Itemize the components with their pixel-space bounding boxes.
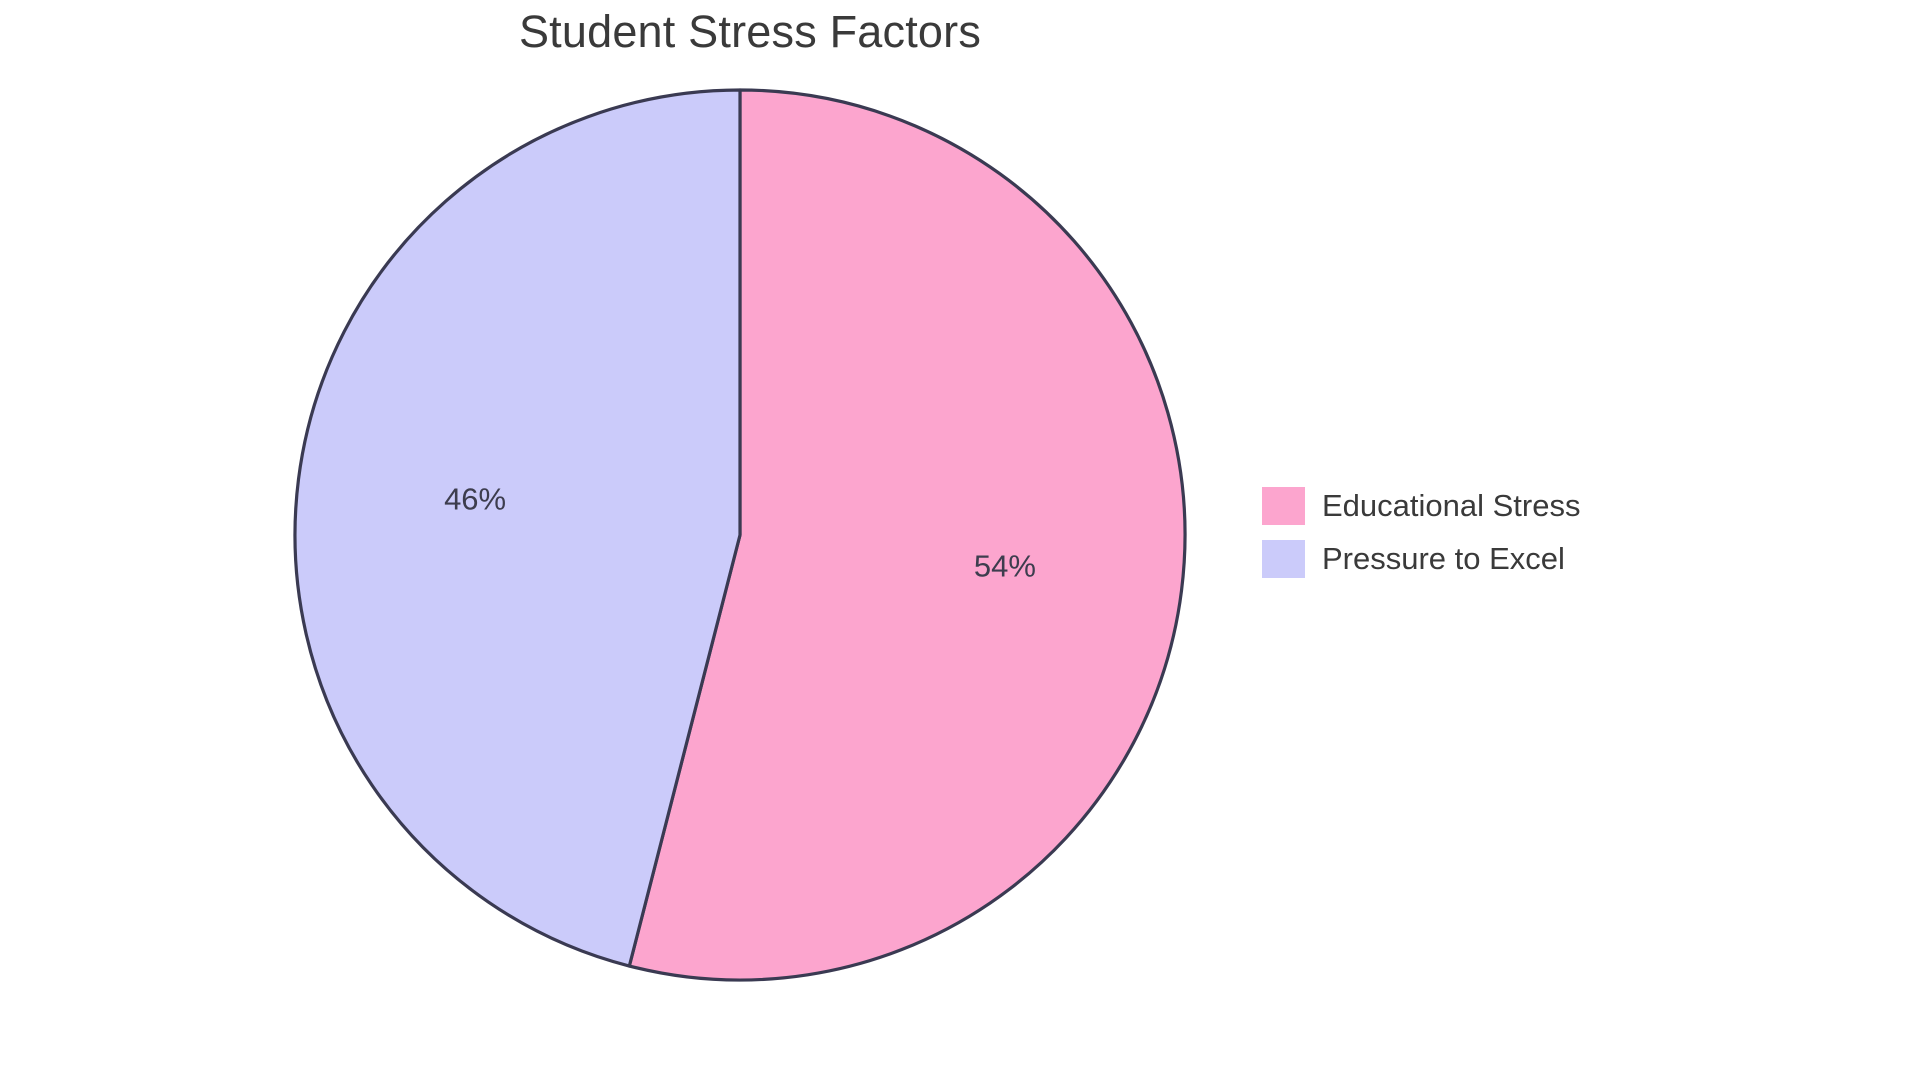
legend-swatch-educational-stress (1262, 487, 1305, 525)
pie-slice-pressure-to-excel[interactable] (293, 88, 742, 968)
pie-slice-labels-group: 54% 46% (444, 482, 1036, 584)
legend-item-educational-stress[interactable]: Educational Stress (1262, 487, 1580, 525)
pie-slice-label-educational-stress: 54% (974, 549, 1036, 584)
chart-title: Student Stress Factors (518, 6, 982, 57)
pie-slice-educational-stress[interactable] (627, 88, 1187, 982)
legend-swatch-pressure-to-excel (1262, 540, 1305, 578)
pie-slice-label-pressure-to-excel: 46% (444, 482, 506, 517)
legend: Educational Stress Pressure to Excel (1262, 487, 1580, 578)
legend-label-educational-stress: Educational Stress (1322, 488, 1581, 523)
legend-item-pressure-to-excel[interactable]: Pressure to Excel (1262, 540, 1580, 578)
pie-slices-group (293, 88, 1187, 982)
legend-label-pressure-to-excel: Pressure to Excel (1322, 541, 1565, 576)
